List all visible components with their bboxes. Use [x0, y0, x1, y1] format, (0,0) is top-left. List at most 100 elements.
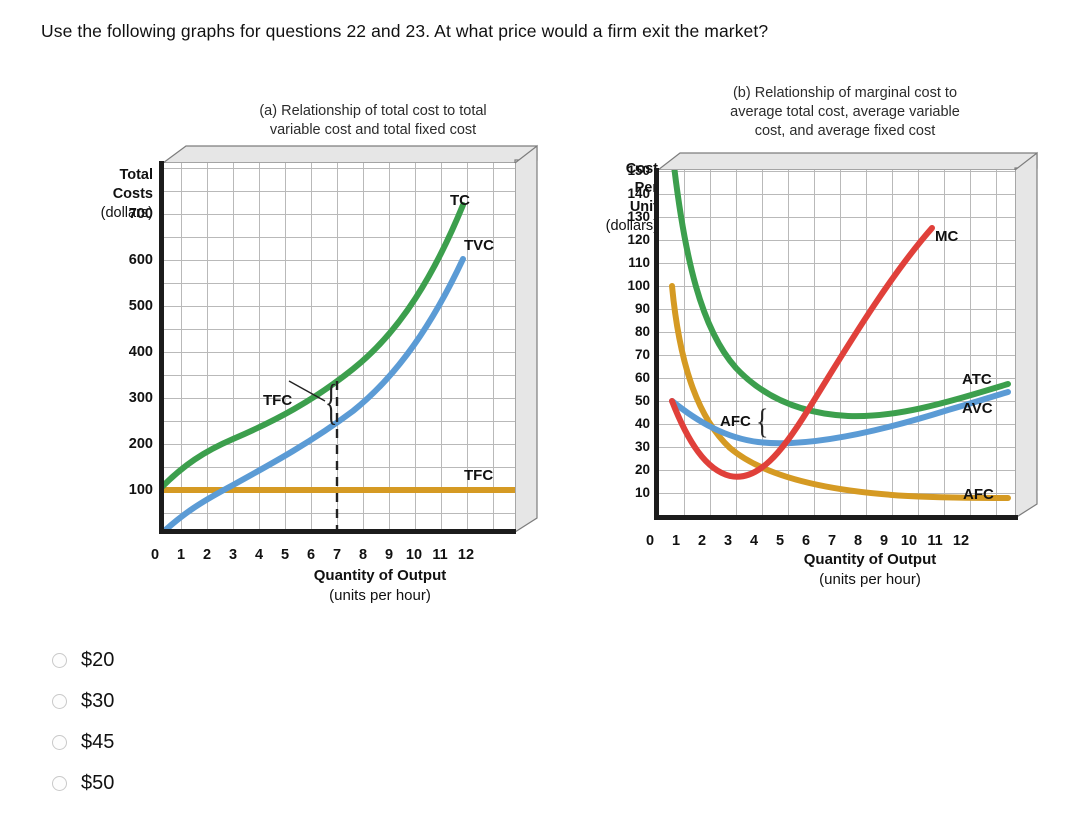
panel-a-xtick-1: 1	[176, 547, 186, 563]
answer-option-1[interactable]: $30	[52, 681, 114, 722]
panel-b-x-axis	[654, 515, 1018, 520]
panel-a-ytick-100: 100	[128, 482, 153, 498]
panel-a-xtick-7: 7	[332, 547, 342, 563]
panel-b-xtick-10: 10	[900, 533, 918, 549]
panel-b-ytick-100: 100	[627, 278, 650, 293]
panel-a-3d-shell	[161, 144, 538, 534]
panel-a-title-line2: variable cost and total fixed cost	[269, 122, 477, 139]
answer-option-0[interactable]: $20	[52, 640, 114, 681]
panel-b-ytick-90: 90	[634, 301, 650, 316]
panel-a-xtick-5: 5	[280, 547, 290, 563]
answer-option-2[interactable]: $45	[52, 722, 114, 763]
panel-a-y-caption-line1: Total	[119, 167, 153, 183]
panel-b-ytick-110: 110	[628, 255, 650, 270]
panel-b-title: (b) Relationship of marginal cost to ave…	[655, 84, 1035, 141]
panel-b-xtick-9: 9	[879, 533, 889, 549]
radio-button-icon[interactable]	[52, 735, 67, 750]
panel-a-xtick-2: 2	[202, 547, 212, 563]
panel-b-ytick-20: 20	[634, 462, 650, 477]
answer-option-label: $20	[81, 649, 115, 671]
panel-b-x-title-main: Quantity of Output	[803, 551, 937, 568]
curve-tvc	[163, 256, 466, 532]
panel-b-y-axis	[654, 168, 659, 520]
panel-b-xtick-3: 3	[723, 533, 733, 549]
panel-b-xtick-12: 12	[952, 533, 970, 549]
panel-b-y-caption: Cost Per Unit (dollars)	[548, 160, 658, 235]
panel-a-xtick-0: 0	[150, 547, 160, 563]
radio-button-icon[interactable]	[52, 776, 67, 791]
panel-a-title: (a) Relationship of total cost to total …	[183, 102, 563, 140]
panel-b-xtick-8: 8	[853, 533, 863, 549]
panel-b-ytick-60: 60	[634, 370, 650, 385]
radio-button-icon[interactable]	[52, 653, 67, 668]
panel-a-curves	[163, 202, 515, 532]
label-tfc-brace: TFC	[263, 392, 293, 409]
panel-b-3d-shell	[656, 151, 1038, 520]
panel-a-xtick-8: 8	[358, 547, 368, 563]
label-atc: ATC	[962, 371, 992, 388]
curve-atc	[671, 170, 1011, 420]
panel-b-title-line2: average total cost, average variable	[730, 104, 960, 121]
chart-panel-b: { 150 140 130 120 110 100 90 80 70 60 50…	[560, 0, 1076, 560]
chart-panel-a: { 700 600 500 400 300 200 100 0 1 2 3 4 …	[0, 0, 560, 563]
panel-a-x-title-sub: (units per hour)	[329, 586, 431, 604]
panel-a-plot-area: {	[163, 163, 515, 532]
panel-a-xtick-12: 12	[457, 547, 475, 563]
panel-a-title-line1: (a) Relationship of total cost to total	[259, 103, 487, 119]
curve-tc	[163, 202, 466, 491]
panel-a-xtick-4: 4	[254, 547, 264, 563]
panel-a-xtick-11: 11	[432, 547, 448, 563]
panel-a-x-axis	[159, 529, 516, 534]
panel-b-title-line1: (b) Relationship of marginal cost to	[732, 85, 958, 101]
panel-b-ytick-10: 10	[634, 485, 650, 500]
panel-b-ytick-150: 150	[627, 163, 650, 178]
panel-b-curves	[669, 170, 1011, 501]
panel-b-ytick-140: 140	[627, 186, 650, 201]
panel-a-ytick-200: 200	[128, 436, 153, 452]
panel-b-ytick-30: 30	[634, 439, 650, 454]
panel-a-y-caption-line2: Costs	[112, 185, 153, 202]
panel-b-xtick-1: 1	[671, 533, 681, 549]
answer-option-3[interactable]: $50	[52, 763, 114, 804]
panel-a-ytick-700: 700	[128, 206, 153, 222]
answer-options: $20 $30 $45 $50	[52, 640, 114, 804]
panel-b-ytick-120: 120	[627, 232, 650, 247]
panel-a-y-caption: Total Costs (dollars)	[35, 166, 153, 223]
panel-a-ytick-600: 600	[128, 252, 153, 268]
label-avc: AVC	[962, 400, 993, 417]
panel-b-ytick-40: 40	[634, 416, 650, 431]
label-tfc-line: TFC	[464, 467, 494, 484]
panel-b-ytick-70: 70	[634, 347, 650, 362]
panel-b-x-title-sub: (units per hour)	[819, 570, 921, 588]
panel-b-y-caption-line1: Cost	[625, 161, 658, 177]
tfc-brace: {	[325, 375, 338, 431]
panel-b-x-title: Quantity of Output (units per hour)	[705, 550, 1035, 589]
curve-avc	[669, 389, 1011, 447]
panel-a-xtick-6: 6	[306, 547, 316, 563]
panel-b-xtick-4: 4	[749, 533, 759, 549]
panel-a-xtick-3: 3	[228, 547, 238, 563]
question-text: Use the following graphs for questions 2…	[41, 21, 769, 41]
panel-b-plot-area: {	[658, 170, 1015, 518]
panel-b-xtick-2: 2	[697, 533, 707, 549]
afc-brace: {	[756, 402, 769, 442]
label-tvc: TVC	[464, 237, 494, 254]
panel-a-y-axis	[159, 161, 164, 534]
label-tc: TC	[450, 192, 470, 209]
panel-b-y-caption-line3: Unit	[629, 198, 658, 215]
panel-a-ytick-400: 400	[128, 344, 153, 360]
answer-option-label: $45	[81, 731, 115, 753]
panel-b-xtick-11: 11	[927, 533, 943, 549]
answer-option-label: $30	[81, 690, 115, 712]
label-afc-line: AFC	[963, 486, 994, 503]
panel-a-ytick-300: 300	[128, 390, 153, 406]
panel-a-ytick-500: 500	[128, 298, 153, 314]
radio-button-icon[interactable]	[52, 694, 67, 709]
curve-afc	[669, 283, 1011, 501]
panel-b-ytick-80: 80	[634, 324, 650, 339]
panel-b-y-caption-line4: (dollars)	[605, 217, 658, 234]
panel-b-title-line3: cost, and average fixed cost	[754, 123, 936, 140]
panel-a-xtick-9: 9	[384, 547, 394, 563]
panel-b-ytick-130: 130	[627, 209, 650, 224]
panel-a-x-title: Quantity of Output (units per hour)	[215, 566, 545, 605]
